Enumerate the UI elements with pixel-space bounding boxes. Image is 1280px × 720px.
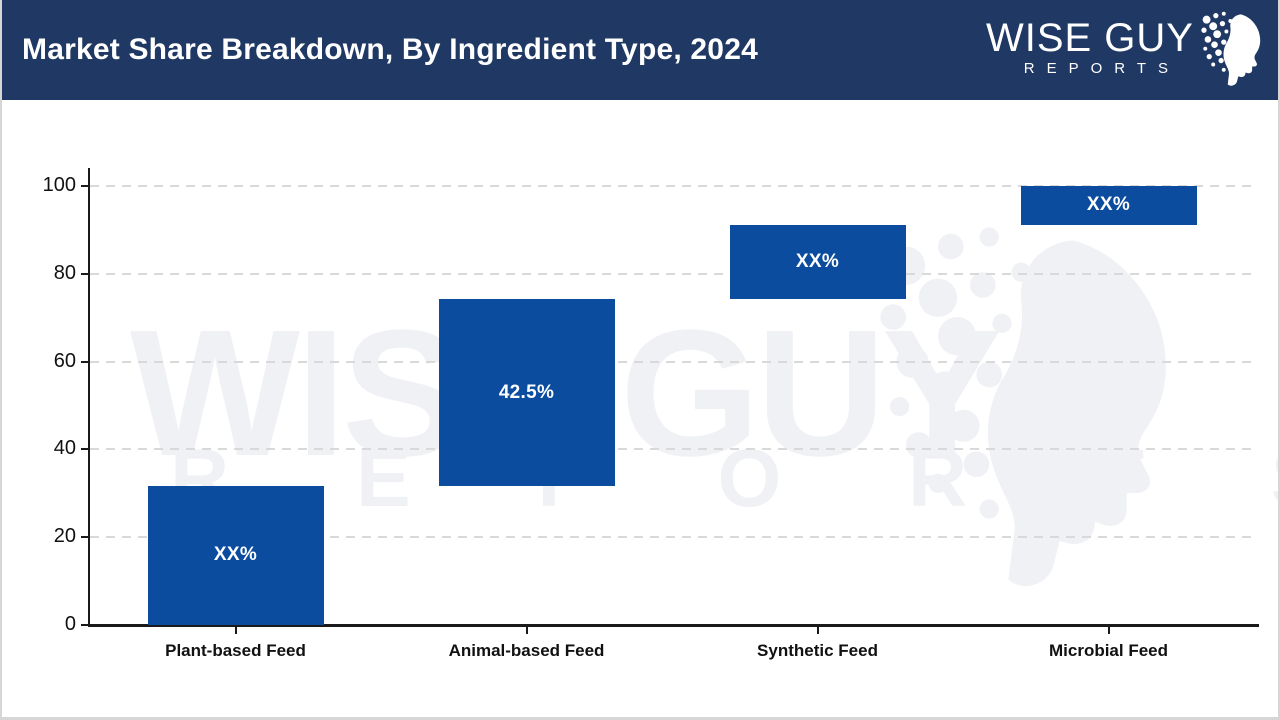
x-tick-0 — [234, 627, 237, 634]
y-axis-spine — [88, 168, 90, 627]
gridline-20 — [90, 536, 1254, 539]
category-label: Microbial Feed — [1048, 641, 1169, 660]
y-tick-80 — [81, 272, 89, 275]
gridline-40 — [90, 448, 1254, 451]
y-tick-label-80: 80 — [53, 261, 76, 284]
chart-area: WISE GUY R E P O R T S 0 20 40 60 80 100 Plant… — [2, 100, 1278, 717]
bar-value-label: XX% — [1086, 194, 1131, 216]
y-tick-label-20: 20 — [53, 525, 76, 548]
bar-animal-based-feed: 42.5% — [438, 299, 615, 486]
logo-subtitle: REPORTS — [1023, 60, 1180, 77]
category-label: Animal-based Feed — [448, 641, 605, 660]
category-label: Plant-based Feed — [165, 641, 306, 660]
y-tick-100 — [81, 185, 89, 187]
y-tick-label-40: 40 — [53, 437, 76, 460]
category-label: Synthetic Feed — [757, 641, 878, 660]
y-tick-0 — [81, 624, 89, 626]
y-tick-40 — [81, 448, 89, 451]
bar-synthetic-feed: XX% — [729, 224, 906, 300]
bar-value-label: XX% — [213, 544, 258, 566]
bar-plant-based-feed: XX% — [147, 485, 324, 625]
gridline-100 — [90, 185, 1254, 187]
x-tick-1 — [525, 627, 528, 634]
gridline-60 — [90, 360, 1254, 363]
bar-microbial-feed: XX% — [1020, 186, 1197, 225]
y-tick-label-100: 100 — [42, 174, 76, 196]
gridline-80 — [90, 272, 1254, 275]
x-tick-3 — [1107, 627, 1110, 634]
y-tick-label-60: 60 — [53, 349, 76, 372]
page-title: Market Share Breakdown, By Ingredient Ty… — [22, 33, 758, 66]
x-tick-2 — [816, 627, 819, 634]
y-tick-60 — [81, 360, 89, 363]
header-band: Market Share Breakdown, By Ingredient Ty… — [2, 0, 1278, 100]
wise-guy-logo: WISE GUY REPORTS — [986, 0, 1272, 100]
logo-wordmark: WISE GUY — [985, 16, 1194, 60]
bar-value-label: 42.5% — [498, 381, 555, 403]
y-tick-20 — [81, 536, 89, 539]
x-axis-line — [88, 624, 1259, 627]
bar-value-label: XX% — [795, 250, 840, 272]
y-tick-label-0: 0 — [64, 613, 76, 635]
